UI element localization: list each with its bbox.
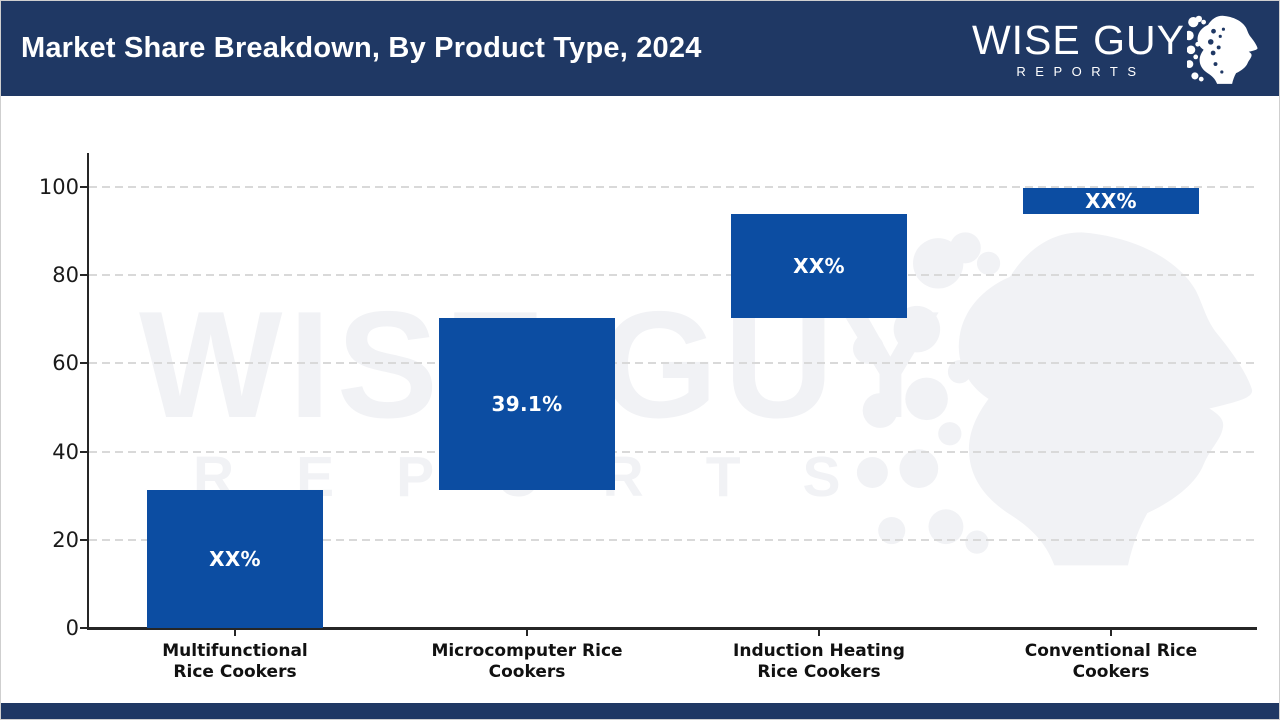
y-tick-label-20: 20 [52,527,79,552]
y-tick-mark-20 [80,538,88,541]
gridline-20 [89,538,1257,541]
category-label: Multifunctional Rice Cookers [162,641,308,682]
bar-value-label: 39.1% [491,391,563,416]
brand-wordmark-block: WISE GUY REPORTS [971,16,1185,79]
bar-value-label: XX% [1085,189,1137,214]
category-label: Microcomputer Rice Cookers [431,641,623,682]
bar-segment: XX% [147,489,323,628]
y-tick-label-100: 100 [38,175,79,199]
bar-segment: XX% [1023,187,1199,215]
gridline-40 [89,450,1257,453]
y-tick-mark-100 [80,186,88,188]
brand-subtext: REPORTS [1016,63,1146,79]
brand-logo: WISE GUY REPORTS [972,7,1263,91]
bar-value-label: XX% [209,546,261,571]
gridline-80 [89,274,1257,277]
header-bar: Market Share Breakdown, By Product Type,… [1,1,1279,96]
brand-head-icon [1187,15,1258,84]
x-tick-mark [234,628,236,636]
x-tick-mark [526,628,528,636]
y-tick-mark-0 [80,627,88,629]
y-tick-label-40: 40 [52,439,79,464]
y-axis-line [87,153,89,629]
y-tick-mark-80 [80,274,88,277]
bar-value-label: XX% [793,253,845,278]
x-tick-mark [818,628,820,636]
x-axis-line [87,627,1257,630]
bar-segment: XX% [731,214,907,318]
x-tick-mark [1110,628,1112,636]
category-label: Induction Heating Rice Cookers [733,641,905,682]
brand-wordmark: WISE GUY [971,16,1185,63]
bar-segment: 39.1% [439,317,615,490]
footer-bar [1,703,1279,719]
y-tick-label-60: 60 [52,351,79,376]
page-title: Market Share Breakdown, By Product Type,… [21,32,702,64]
y-tick-mark-40 [80,450,88,453]
gridline-100 [89,186,1257,188]
y-tick-label-80: 80 [52,263,79,288]
category-label: Conventional Rice Cookers [1024,641,1198,682]
y-tick-mark-60 [80,362,88,365]
gridline-60 [89,362,1257,365]
y-tick-label-0: 0 [65,616,79,640]
